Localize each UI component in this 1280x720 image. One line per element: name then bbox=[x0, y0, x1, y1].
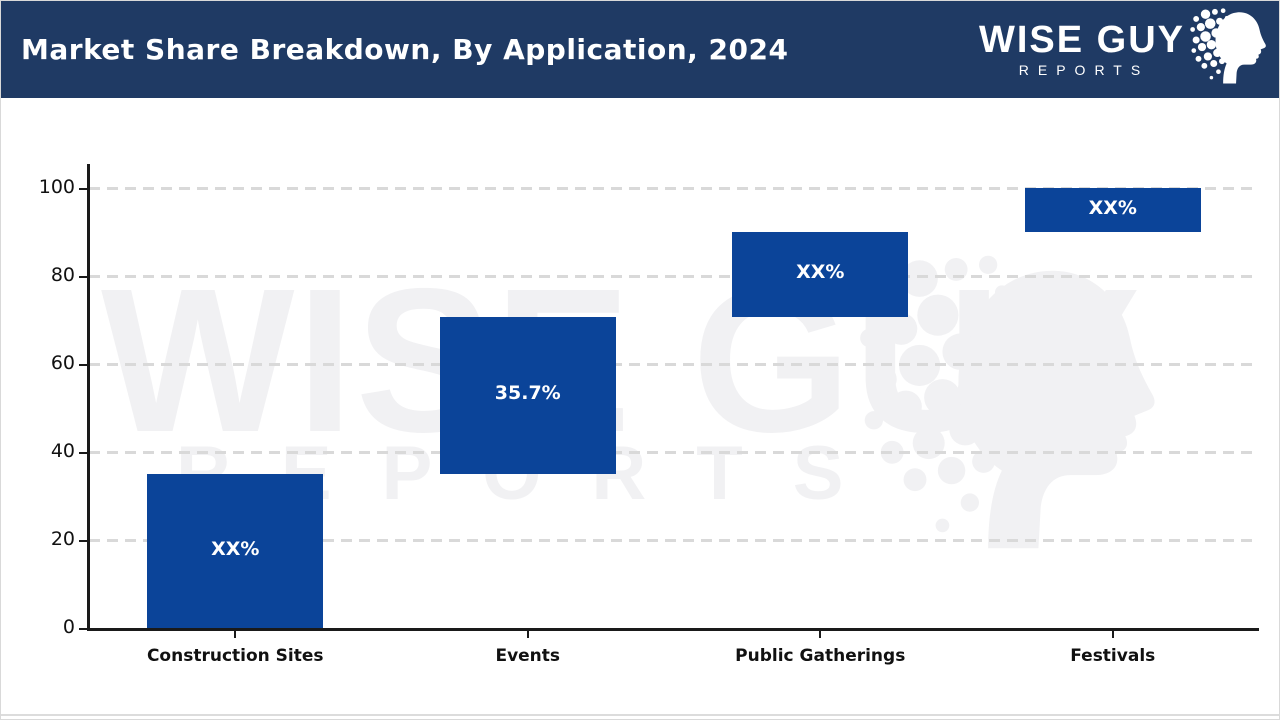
brand-text: WISE GUY REPORTS bbox=[978, 18, 1185, 79]
bar-construction-sites bbox=[147, 474, 324, 628]
dotted-head-logo-icon bbox=[1190, 7, 1266, 83]
y-tick-0 bbox=[79, 628, 87, 630]
bar-value-label: XX% bbox=[211, 538, 260, 560]
gridline-20 bbox=[89, 539, 1259, 542]
x-category-label: Public Gatherings bbox=[735, 646, 906, 666]
x-tick-3 bbox=[1111, 631, 1114, 638]
bar-festivals bbox=[1024, 188, 1201, 232]
bottom-divider bbox=[1, 714, 1279, 716]
y-tick-label-40: 40 bbox=[50, 440, 75, 462]
x-tick-0 bbox=[234, 631, 237, 638]
bar-value-label: XX% bbox=[1088, 196, 1137, 219]
y-tick-100 bbox=[79, 188, 87, 190]
y-tick-label-20: 20 bbox=[50, 528, 75, 550]
y-tick-60 bbox=[79, 364, 87, 366]
chart-area: WISE GUY REPORTS 020406080100XX%Construc… bbox=[1, 98, 1279, 719]
bar-events bbox=[439, 316, 616, 474]
y-tick-20 bbox=[79, 540, 87, 542]
y-tick-label-100: 100 bbox=[38, 176, 75, 198]
gridline-100 bbox=[89, 187, 1259, 190]
page-title: Market Share Breakdown, By Application, … bbox=[21, 33, 789, 66]
y-axis-spine bbox=[87, 164, 90, 631]
x-tick-2 bbox=[819, 631, 822, 638]
header-banner: Market Share Breakdown, By Application, … bbox=[1, 1, 1279, 98]
brand-name: WISE GUY bbox=[978, 18, 1185, 61]
bar-value-label: XX% bbox=[796, 261, 845, 284]
gridline-40 bbox=[89, 451, 1259, 454]
bar-value-label: 35.7% bbox=[494, 382, 561, 405]
brand-subtitle: REPORTS bbox=[1018, 62, 1150, 79]
gridline-80 bbox=[89, 275, 1259, 278]
x-axis-spine bbox=[87, 628, 1259, 631]
y-tick-label-60: 60 bbox=[50, 352, 75, 374]
y-tick-40 bbox=[79, 452, 87, 454]
x-category-label: Festivals bbox=[1070, 646, 1156, 666]
x-category-label: Construction Sites bbox=[146, 646, 324, 666]
y-tick-80 bbox=[79, 276, 87, 278]
y-tick-label-0: 0 bbox=[62, 616, 75, 638]
y-tick-label-80: 80 bbox=[50, 264, 75, 286]
x-tick-1 bbox=[526, 631, 529, 638]
bar-public-gatherings bbox=[732, 231, 909, 317]
gridline-60 bbox=[89, 363, 1259, 366]
x-category-label: Events bbox=[495, 646, 561, 666]
brand-logo: WISE GUY REPORTS bbox=[979, 6, 1271, 94]
